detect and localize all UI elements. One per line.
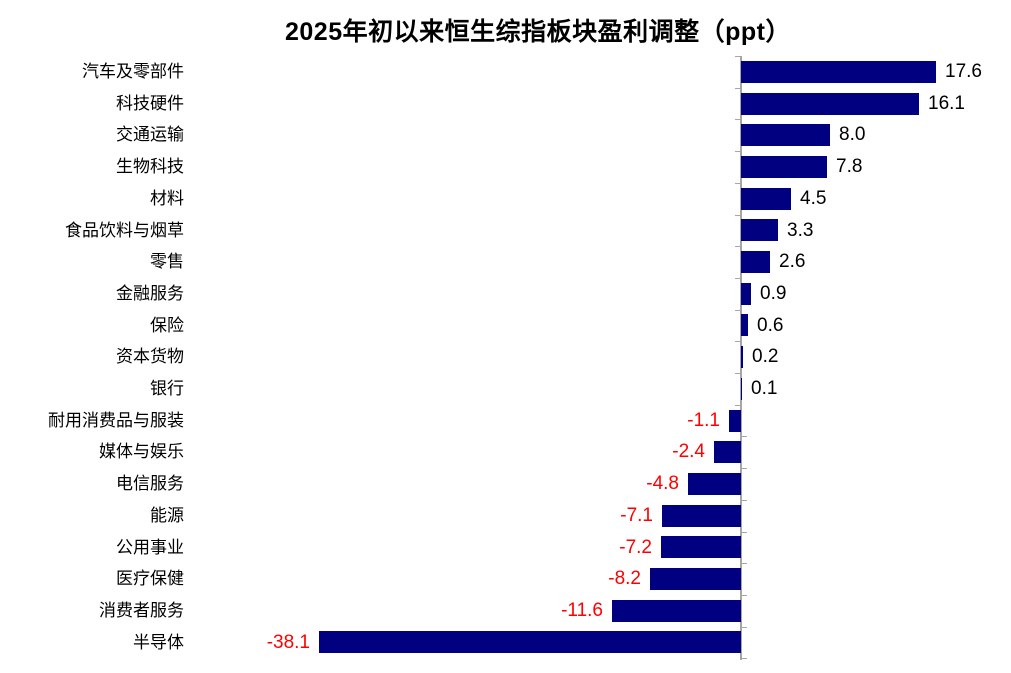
- bar: [741, 60, 936, 83]
- value-label: 7.8: [836, 156, 863, 178]
- category-label: 交通运输: [116, 125, 184, 145]
- category-label: 半导体: [133, 632, 184, 652]
- axis-tick: [735, 119, 740, 120]
- axis-tick: [742, 595, 747, 596]
- value-label: 3.3: [787, 219, 814, 241]
- axis-tick: [742, 500, 747, 501]
- category-label: 零售: [150, 252, 184, 272]
- category-label: 公用事业: [116, 537, 184, 557]
- axis-tick: [735, 405, 740, 406]
- bar: [714, 441, 741, 464]
- bar: [650, 568, 741, 591]
- category-label: 材料: [150, 188, 184, 208]
- bar: [661, 536, 741, 559]
- bar: [662, 504, 741, 527]
- bar: [612, 599, 741, 622]
- category-label: 科技硬件: [116, 93, 184, 113]
- axis-tick: [742, 436, 747, 437]
- axis-tick: [735, 56, 740, 57]
- value-label: -8.2: [608, 568, 641, 590]
- value-label: -7.1: [620, 504, 653, 526]
- category-label: 生物科技: [116, 157, 184, 177]
- value-label: 2.6: [779, 251, 806, 273]
- value-label: 0.6: [757, 314, 784, 336]
- axis-tick: [735, 310, 740, 311]
- axis-tick: [735, 183, 740, 184]
- bar: [741, 187, 791, 210]
- value-label: -2.4: [672, 441, 705, 463]
- axis-tick: [735, 373, 740, 374]
- value-label: -7.2: [619, 536, 652, 558]
- bar: [741, 282, 751, 305]
- axis-tick: [735, 151, 740, 152]
- category-label: 媒体与娱乐: [99, 442, 184, 462]
- value-label: 4.5: [800, 187, 827, 209]
- bar: [741, 251, 770, 274]
- category-label: 消费者服务: [99, 600, 184, 620]
- category-label: 食品饮料与烟草: [65, 220, 184, 240]
- axis-tick: [735, 215, 740, 216]
- axis-tick: [735, 278, 740, 279]
- axis-tick: [742, 563, 747, 564]
- value-label: -4.8: [646, 473, 679, 495]
- category-label: 保险: [150, 315, 184, 335]
- category-label: 资本货物: [116, 347, 184, 367]
- bar: [319, 631, 741, 654]
- category-label: 耐用消费品与服装: [48, 410, 184, 430]
- value-label: 8.0: [839, 124, 866, 146]
- bar: [688, 472, 741, 495]
- axis-tick: [735, 341, 740, 342]
- value-label: 16.1: [928, 92, 965, 114]
- axis-tick: [742, 532, 747, 533]
- chart-title: 2025年初以来恒生综指板块盈利调整（ppt）: [285, 18, 791, 46]
- category-label: 能源: [150, 505, 184, 525]
- value-label: 0.9: [760, 282, 787, 304]
- axis-tick: [735, 88, 740, 89]
- category-label: 电信服务: [116, 474, 184, 494]
- bar: [741, 314, 748, 337]
- bar: [741, 92, 919, 115]
- value-label: 0.2: [752, 346, 779, 368]
- value-label: 17.6: [945, 61, 982, 82]
- category-label: 汽车及零部件: [82, 62, 184, 81]
- bar: [741, 219, 778, 242]
- value-label: 0.1: [751, 378, 778, 399]
- value-label: -11.6: [561, 599, 603, 621]
- category-label: 医疗保健: [116, 569, 184, 589]
- axis-tick: [735, 246, 740, 247]
- axis-tick: [742, 627, 747, 628]
- category-label: 金融服务: [116, 283, 184, 303]
- bar: [741, 377, 742, 400]
- axis-tick: [742, 468, 747, 469]
- value-label: -38.1: [266, 631, 310, 653]
- bar: [741, 124, 830, 147]
- bar: [741, 346, 743, 369]
- axis-tick: [742, 658, 747, 659]
- value-label: -1.1: [687, 409, 720, 431]
- bar: [729, 409, 741, 432]
- category-label: 银行: [150, 379, 184, 398]
- bar: [741, 155, 827, 178]
